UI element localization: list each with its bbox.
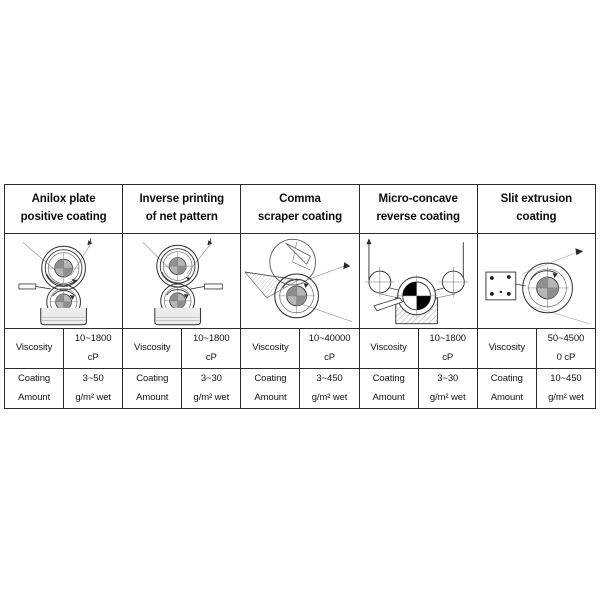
coating-amount-label-inverse-printing-of-net-pattern: Coating Amount (122, 368, 183, 409)
header-cell-micro-concave-reverse-coating: Micro-concave reverse coating (358, 184, 478, 234)
coating-amount-value-anilox-plate-positive-coating: 3~50 g/m² wet (63, 368, 124, 409)
value-line1: 10~450 (550, 373, 582, 385)
diagram-cell-inverse-printing-of-net-pattern (122, 233, 242, 329)
header-line1: Micro-concave (378, 193, 458, 206)
coating-amount-label-slit-extrusion-coating: Coating Amount (476, 368, 537, 409)
row-label-line1: Coating (490, 373, 523, 385)
row-label: Viscosity (370, 342, 407, 354)
viscosity-label-inverse-printing-of-net-pattern: Viscosity (122, 328, 183, 369)
value-line2: cP (205, 351, 217, 363)
header-cell-anilox-plate-positive-coating: Anilox plate positive coating (3, 184, 124, 234)
header-line1: Inverse printing (139, 193, 225, 206)
row-label-line1: Coating (372, 373, 405, 385)
value-line1: 10~40000 (308, 333, 351, 345)
schematic-anilox-plate-positive-coating (5, 234, 122, 328)
row-label: Viscosity (252, 342, 289, 354)
value-line2: g/m² wet (75, 391, 111, 403)
diagram-cell-anilox-plate-positive-coating (3, 233, 124, 329)
value-line2: g/m² wet (548, 391, 584, 403)
coating-amount-label-micro-concave-reverse-coating: Coating Amount (358, 368, 419, 409)
value-line1: 10~1800 (193, 333, 230, 345)
coating-amount-value-slit-extrusion-coating: 10~450 g/m² wet (535, 368, 597, 409)
value-line2: 0 cP (556, 351, 576, 363)
value-line1: 3~450 (316, 373, 343, 385)
coating-amount-value-inverse-printing-of-net-pattern: 3~30 g/m² wet (181, 368, 242, 409)
value-line1: 3~50 (82, 373, 104, 385)
value-line2: cP (442, 351, 454, 363)
table-row-viscosity: Viscosity 10~1800 cP Viscosity 10~1800 c… (3, 328, 597, 369)
table-row-coating-amount: Coating Amount 3~50 g/m² wet Coating Amo… (3, 368, 597, 409)
row-label: Viscosity (134, 342, 171, 354)
header-line1: Anilox plate (31, 193, 96, 206)
header-cell-comma-scraper-coating: Comma scraper coating (240, 184, 360, 234)
row-label-line2: Amount (490, 391, 523, 403)
row-label-line1: Coating (254, 373, 287, 385)
row-label: Viscosity (15, 342, 53, 354)
value-line2: cP (87, 351, 99, 363)
value-line1: 3~30 (437, 373, 459, 385)
row-label-line1: Coating (136, 373, 169, 385)
schematic-comma-scraper-coating (241, 234, 358, 328)
header-line2: coating (516, 211, 557, 223)
header-line2: scraper coating (257, 211, 343, 223)
coating-amount-value-comma-scraper-coating: 3~450 g/m² wet (299, 368, 360, 409)
viscosity-label-slit-extrusion-coating: Viscosity (476, 328, 537, 369)
row-label-line2: Amount (254, 391, 287, 403)
coating-amount-label-comma-scraper-coating: Coating Amount (240, 368, 301, 409)
header-line1: Slit extrusion (500, 193, 573, 206)
viscosity-label-micro-concave-reverse-coating: Viscosity (358, 328, 419, 369)
coating-methods-table: Anilox plate positive coating Inverse pr… (3, 184, 597, 409)
coating-amount-label-anilox-plate-positive-coating: Coating Amount (3, 368, 65, 409)
value-line1: 10~1800 (74, 333, 112, 345)
diagram-cell-slit-extrusion-coating (476, 233, 597, 329)
diagram-cell-comma-scraper-coating (240, 233, 360, 329)
header-line2: reverse coating (376, 211, 460, 223)
table-row-schematics (3, 233, 597, 329)
row-label-line1: Coating (18, 373, 51, 385)
header-line2: of net pattern (145, 211, 218, 223)
schematic-inverse-printing-of-net-pattern (123, 234, 240, 328)
viscosity-label-comma-scraper-coating: Viscosity (240, 328, 301, 369)
value-line1: 50~4500 (547, 333, 585, 345)
header-line1: Comma (279, 193, 321, 206)
value-line1: 10~1800 (429, 333, 466, 345)
viscosity-value-comma-scraper-coating: 10~40000 cP (299, 328, 360, 369)
header-cell-inverse-printing-of-net-pattern: Inverse printing of net pattern (122, 184, 242, 234)
table-row-method-names: Anilox plate positive coating Inverse pr… (3, 184, 597, 234)
header-cell-slit-extrusion-coating: Slit extrusion coating (476, 184, 597, 234)
value-line2: g/m² wet (429, 391, 466, 403)
viscosity-value-micro-concave-reverse-coating: 10~1800 cP (417, 328, 478, 369)
schematic-micro-concave-reverse-coating (360, 234, 477, 328)
diagram-cell-micro-concave-reverse-coating (358, 233, 478, 329)
viscosity-value-slit-extrusion-coating: 50~4500 0 cP (535, 328, 597, 369)
coating-amount-value-micro-concave-reverse-coating: 3~30 g/m² wet (417, 368, 478, 409)
row-label-line2: Amount (136, 391, 169, 403)
row-label: Viscosity (488, 342, 526, 354)
value-line1: 3~30 (200, 373, 222, 385)
viscosity-value-anilox-plate-positive-coating: 10~1800 cP (63, 328, 124, 369)
row-label-line2: Amount (372, 391, 405, 403)
header-line2: positive coating (20, 211, 107, 223)
value-line2: g/m² wet (193, 391, 230, 403)
coating-methods-table-wrapper: Anilox plate positive coating Inverse pr… (3, 184, 597, 409)
viscosity-label-anilox-plate-positive-coating: Viscosity (3, 328, 65, 369)
value-line2: cP (324, 351, 335, 363)
row-label-line2: Amount (17, 391, 51, 403)
value-line2: g/m² wet (311, 391, 348, 403)
viscosity-value-inverse-printing-of-net-pattern: 10~1800 cP (181, 328, 242, 369)
schematic-slit-extrusion-coating (478, 234, 595, 328)
